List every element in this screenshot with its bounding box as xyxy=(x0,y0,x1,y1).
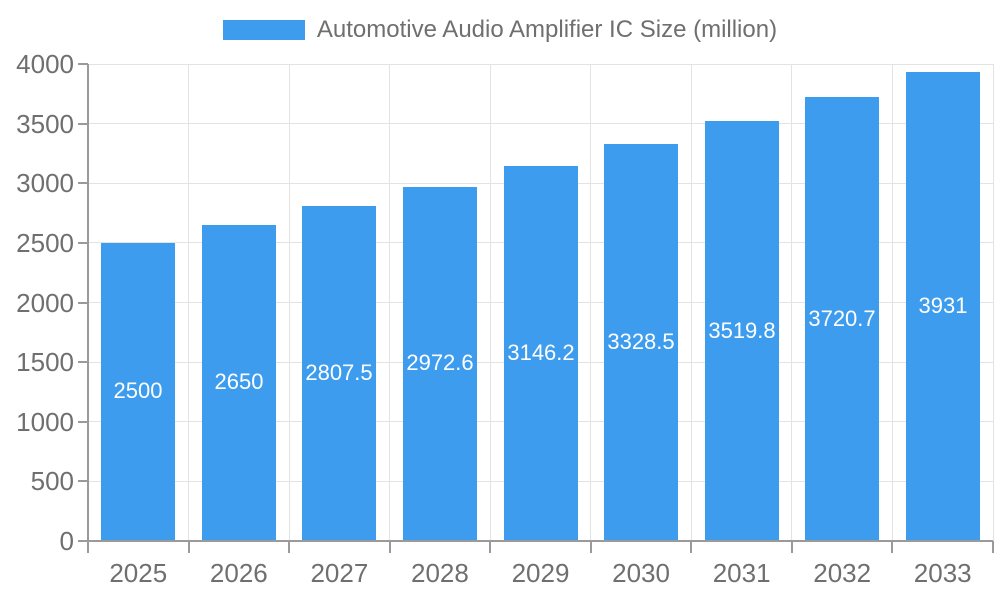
x-axis-line xyxy=(87,540,993,542)
x-axis-tick-label: 2031 xyxy=(712,558,771,588)
bar-2032[interactable]: 3720.7 xyxy=(805,97,879,540)
x-axis-tick xyxy=(790,541,793,553)
y-axis-tick xyxy=(78,241,88,244)
bar-2025[interactable]: 2500 xyxy=(101,242,175,540)
x-axis-tick-label: 2027 xyxy=(310,558,369,588)
bar-value-label: 3328.5 xyxy=(607,329,675,355)
x-gridline xyxy=(590,64,592,541)
x-gridline xyxy=(188,64,190,541)
y-axis-tick xyxy=(78,301,88,304)
y-axis-tick-label: 1000 xyxy=(16,406,74,437)
y-axis-tick xyxy=(78,361,88,364)
x-axis-tick xyxy=(187,541,190,553)
x-axis-tick-label: 2029 xyxy=(511,558,570,588)
x-gridline xyxy=(891,64,893,541)
y-axis-tick-label: 3000 xyxy=(16,168,74,199)
x-gridline xyxy=(389,64,391,541)
bar-value-label: 2650 xyxy=(214,369,264,395)
bar-value-label: 3720.7 xyxy=(808,305,876,331)
x-axis-tick-label: 2033 xyxy=(913,558,972,588)
bar-2027[interactable]: 2807.5 xyxy=(302,206,376,540)
x-axis-tick-label: 2028 xyxy=(411,558,469,588)
x-axis-tick xyxy=(992,541,994,553)
y-gridline xyxy=(88,123,993,125)
legend-label: Automotive Audio Amplifier IC Size (mill… xyxy=(316,16,778,43)
bar-value-label: 2500 xyxy=(113,378,163,404)
x-axis-tick xyxy=(589,541,592,553)
bar-value-label: 3519.8 xyxy=(708,317,776,343)
y-gridline xyxy=(88,63,993,65)
x-gridline xyxy=(690,64,692,541)
bar-2029[interactable]: 3146.2 xyxy=(504,165,578,540)
x-axis-tick xyxy=(891,541,894,553)
bar-value-label: 3146.2 xyxy=(507,339,575,365)
y-axis-tick xyxy=(78,182,88,185)
bar-value-label: 3931 xyxy=(918,293,968,319)
x-axis-tick xyxy=(288,541,291,553)
y-axis-tick xyxy=(78,540,88,542)
y-axis-tick-label: 2000 xyxy=(16,287,74,318)
x-gridline xyxy=(992,64,994,541)
bar-value-label: 2972.6 xyxy=(406,350,474,376)
y-axis-tick xyxy=(78,63,88,65)
y-axis-tick xyxy=(78,480,88,483)
x-axis-tick-label: 2032 xyxy=(813,558,872,588)
bar-2033[interactable]: 3931 xyxy=(906,72,980,540)
chart-legend[interactable]: Automotive Audio Amplifier IC Size (mill… xyxy=(0,17,1000,43)
y-axis-tick-label: 0 xyxy=(59,526,74,556)
bar-2026[interactable]: 2650 xyxy=(202,224,276,540)
x-axis-tick-label: 2030 xyxy=(612,558,670,588)
y-axis-line xyxy=(87,64,89,542)
y-axis-tick-label: 2500 xyxy=(16,227,74,258)
x-axis-tick xyxy=(489,541,492,553)
bar-2030[interactable]: 3328.5 xyxy=(604,144,678,540)
y-axis-tick-label: 4000 xyxy=(16,49,74,79)
legend-color-swatch-icon xyxy=(222,20,305,40)
bar-2028[interactable]: 2972.6 xyxy=(403,186,477,540)
bar-2031[interactable]: 3519.8 xyxy=(705,121,779,540)
x-axis-tick-label: 2025 xyxy=(109,558,168,588)
x-gridline xyxy=(489,64,491,541)
y-axis-tick xyxy=(78,122,88,125)
x-gridline xyxy=(791,64,793,541)
y-axis-tick xyxy=(78,420,88,423)
x-axis-tick xyxy=(87,541,89,553)
x-axis-tick xyxy=(388,541,391,553)
y-axis-tick-label: 500 xyxy=(30,466,74,497)
x-axis-tick-label: 2026 xyxy=(209,558,268,588)
y-axis-tick-label: 1500 xyxy=(16,347,74,378)
bar-value-label: 2807.5 xyxy=(305,360,373,386)
x-axis-tick xyxy=(690,541,693,553)
x-gridline xyxy=(288,64,290,541)
y-axis-tick-label: 3500 xyxy=(16,108,74,139)
